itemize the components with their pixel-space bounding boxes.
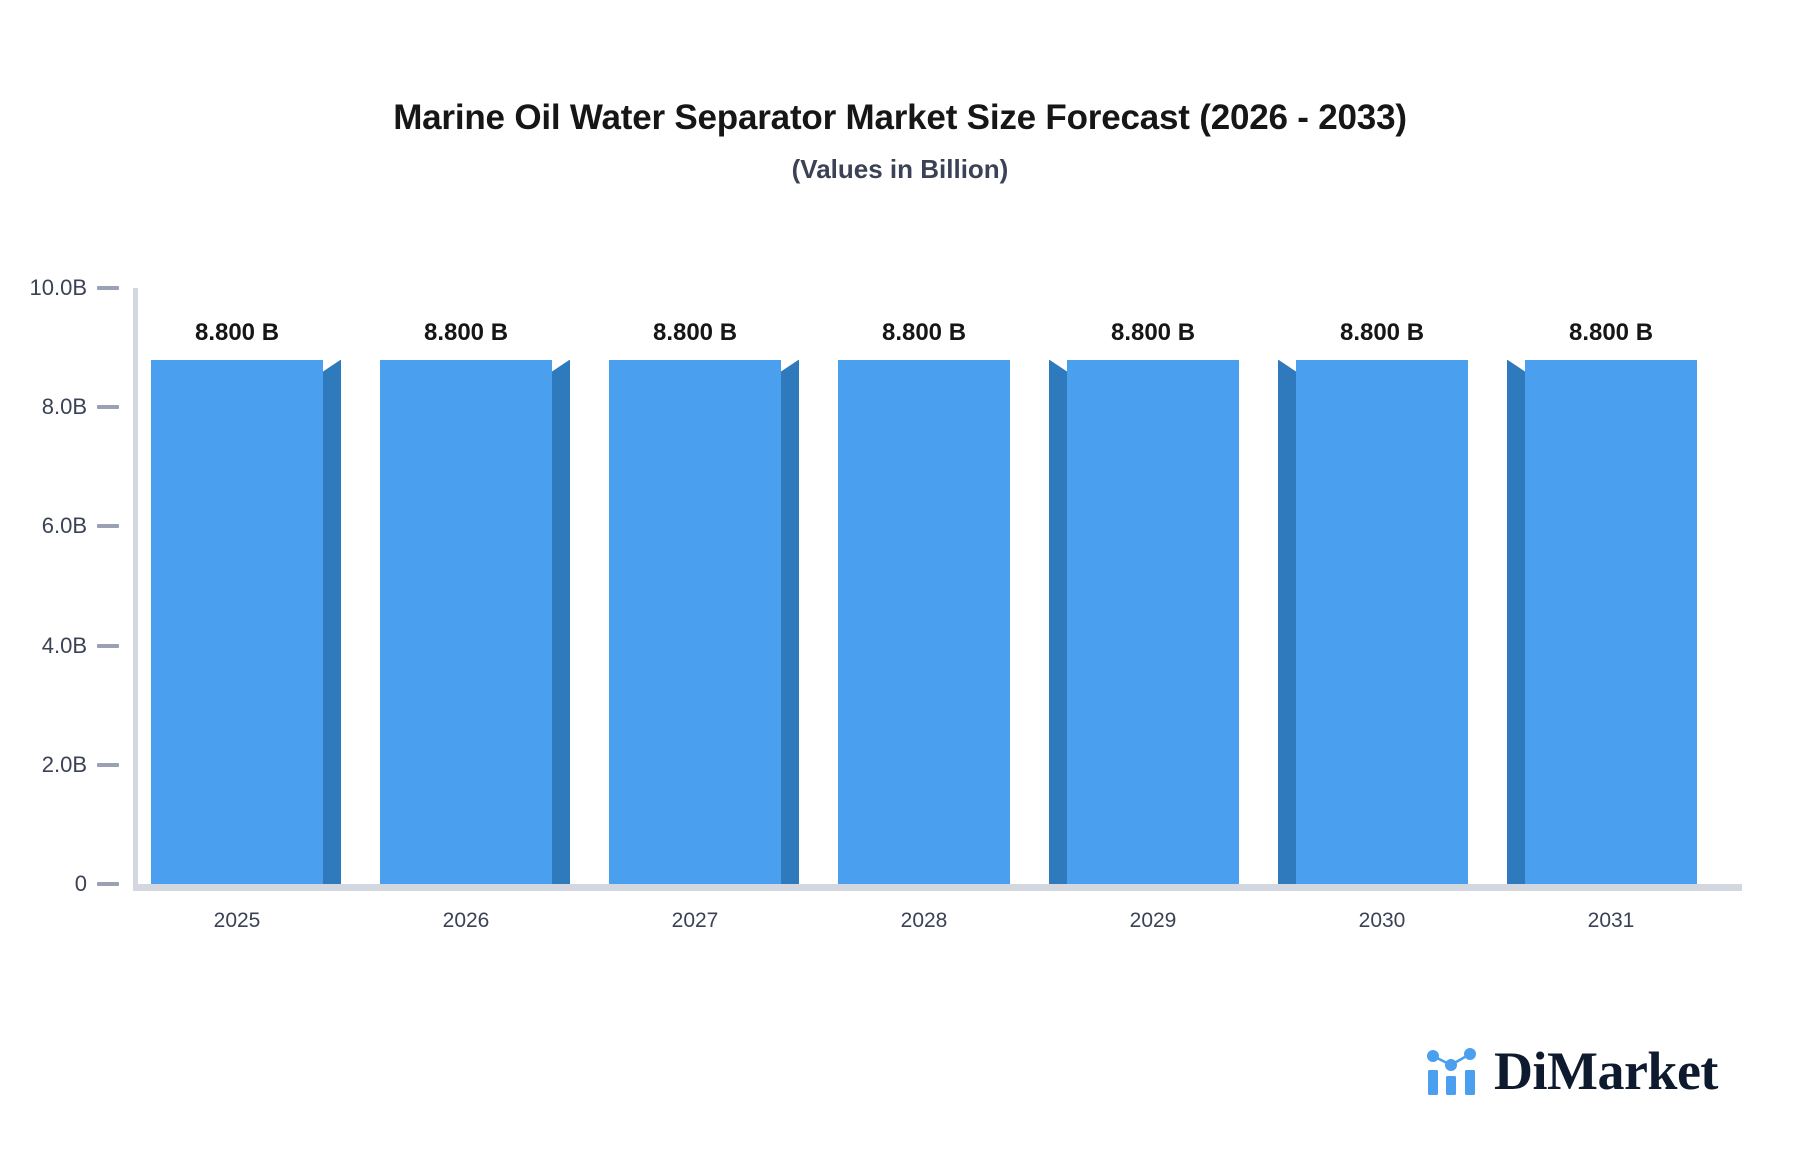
bar-front-face [151, 359, 323, 884]
bar-value-label: 8.800 B [881, 318, 967, 346]
bar-value-label: 8.800 B [1339, 318, 1425, 346]
bar-value-label: 8.800 B [423, 318, 509, 346]
x-axis-tick-label: 2025 [213, 909, 261, 932]
x-axis-tick-label: 2030 [1358, 909, 1406, 932]
y-axis-tick-mark [97, 643, 119, 648]
plot-area [133, 288, 1742, 891]
x-axis-tick-label: 2026 [442, 909, 490, 932]
y-axis-tick-label: 6.0B [41, 513, 87, 539]
y-axis-tick-label: 4.0B [41, 632, 87, 658]
bar-front-face [380, 359, 552, 884]
bar-front-face [1067, 359, 1239, 884]
bar-side-face [1507, 359, 1525, 884]
y-axis-tick-label: 10.0B [29, 275, 88, 300]
y-axis-tick-mark [97, 286, 119, 290]
y-axis-tick-mark [97, 762, 119, 767]
bar-front-face [838, 359, 1010, 884]
bar-side-face [323, 359, 341, 884]
bar-side-face [552, 359, 570, 884]
bar-value-label: 8.800 B [1110, 318, 1196, 346]
bar-side-face [1049, 359, 1067, 884]
bar-2028[interactable]: 8.800 B [838, 319, 1010, 884]
page-title: Marine Oil Water Separator Market Size F… [393, 98, 1407, 137]
y-axis-tick-label: 0 [74, 871, 87, 896]
bar-2027[interactable]: 8.800 B [609, 319, 799, 884]
bar-2026[interactable]: 8.800 B [380, 319, 570, 884]
bars-layer: 8.800 B 8.800 B 8.800 B 8.800 B 8.800 B 8.800… [133, 288, 1742, 884]
bar-value-label: 8.800 B [1568, 318, 1654, 346]
y-axis-tick-mark [97, 405, 119, 410]
x-axis-tick-label: 2029 [1129, 909, 1177, 932]
chart-title-block: Marine Oil Water Separator Market Size F… [0, 96, 1800, 188]
x-axis-tick-label: 2031 [1587, 909, 1635, 932]
bar-side-face [781, 359, 799, 884]
chart-subtitle: (Values in Billion) [791, 154, 1009, 184]
x-axis-line [133, 884, 1742, 891]
y-axis-tick-label: 2.0B [41, 751, 87, 777]
bar-2025[interactable]: 8.800 B [151, 319, 341, 884]
bar-2029[interactable]: 8.800 B [1049, 319, 1239, 884]
y-axis-line [133, 288, 138, 884]
y-axis-tick-mark [97, 524, 119, 529]
bar-2030[interactable]: 8.800 B [1278, 319, 1468, 884]
dimarket-logo: DiMarket [1424, 1043, 1718, 1099]
x-axis-tick-label: 2028 [900, 909, 948, 932]
y-axis-tick-label: 8.0B [41, 394, 87, 420]
logo-wordmark: DiMarket [1494, 1041, 1718, 1101]
x-axis-tick-label: 2027 [671, 909, 719, 932]
bar-value-label: 8.800 B [652, 318, 738, 346]
bar-side-face [1278, 359, 1296, 884]
bar-chart-logo-icon [1424, 1045, 1480, 1097]
bar-front-face [1296, 359, 1468, 884]
y-axis-tick-mark [97, 882, 119, 886]
bar-value-label: 8.800 B [194, 318, 280, 346]
bar-front-face [609, 359, 781, 884]
bar-front-face [1525, 359, 1697, 884]
bar-2031[interactable]: 8.800 B [1507, 319, 1697, 884]
